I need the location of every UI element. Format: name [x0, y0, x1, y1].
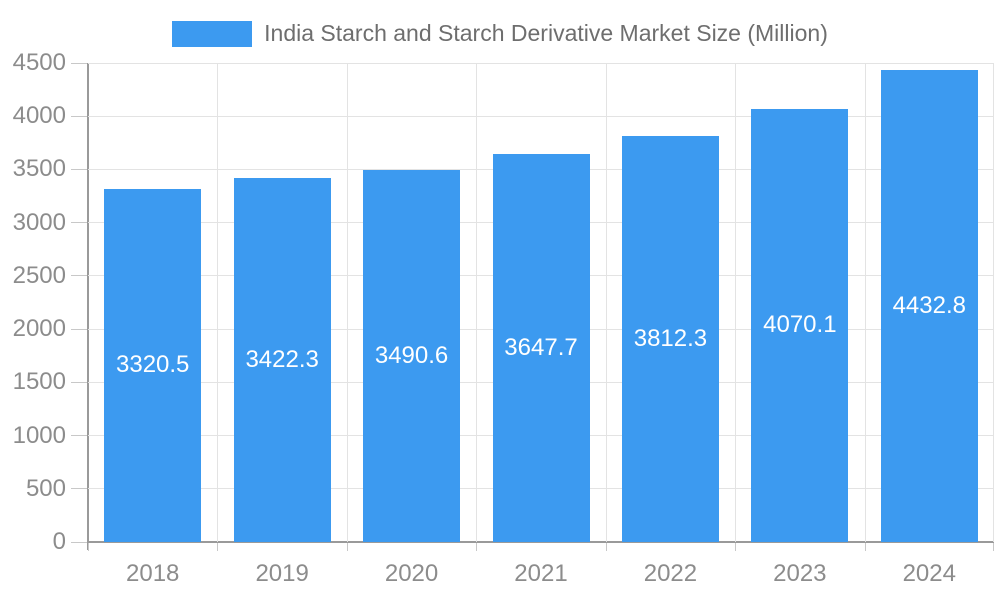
x-axis-tick-label: 2020 — [384, 560, 439, 587]
gridline-v — [346, 63, 348, 542]
bar-value-label: 3490.6 — [374, 342, 449, 370]
bar-value-label: 3422.3 — [245, 345, 319, 373]
x-tick-mark — [864, 543, 866, 551]
y-axis-tick-label: 4500 — [12, 49, 66, 76]
bar: 3490.6 — [363, 170, 461, 542]
x-tick-mark — [88, 543, 89, 551]
bar-value-label: 3647.7 — [504, 333, 578, 361]
gridline-v — [993, 63, 994, 542]
x-tick-mark — [735, 543, 737, 551]
x-axis-tick-label: 2019 — [255, 560, 309, 587]
x-axis-tick-label: 2021 — [514, 560, 568, 587]
x-tick-mark — [346, 543, 348, 551]
y-tick-mark — [71, 222, 87, 224]
bar-value-label: 3320.5 — [116, 351, 190, 379]
y-axis-tick-label: 2000 — [12, 315, 66, 343]
legend-label: India Starch and Starch Derivative Marke… — [264, 20, 828, 46]
gridline-v — [735, 63, 737, 542]
y-tick-mark — [71, 381, 87, 383]
gridline-v — [217, 63, 219, 542]
y-axis-tick-label: 4000 — [12, 102, 66, 130]
y-tick-mark — [71, 435, 87, 437]
y-axis-tick-label: 500 — [25, 474, 66, 502]
y-tick-mark — [71, 541, 87, 543]
y-tick-mark — [71, 488, 87, 490]
y-tick-mark — [71, 168, 87, 170]
x-tick-mark — [217, 543, 219, 551]
gridline-v — [864, 63, 866, 542]
y-axis-tick-label: 3500 — [12, 155, 66, 183]
plot-area: 0 500 1000 1500 2000 2500 3000 3500 4000 4500 2018… — [13, 51, 994, 587]
x-tick-mark — [605, 543, 607, 551]
gridline-v — [605, 63, 607, 542]
x-axis-tick-label: 2024 — [902, 560, 956, 587]
y-tick-mark — [71, 62, 87, 64]
bar: 4070.1 — [751, 108, 849, 542]
gridline-h — [88, 62, 994, 64]
y-tick-mark — [71, 328, 87, 330]
x-tick-mark — [993, 543, 994, 551]
x-axis-line — [87, 541, 994, 543]
bar: 3647.7 — [492, 153, 590, 542]
x-axis-tick-label: 2023 — [773, 560, 827, 587]
x-axis-tick-label: 2018 — [126, 560, 180, 587]
bar-value-label: 4070.1 — [763, 311, 837, 339]
y-axis-tick-label: 3000 — [12, 208, 66, 236]
y-axis-tick-label: 1000 — [12, 421, 66, 449]
bar: 3812.3 — [621, 136, 719, 542]
y-axis-tick-label: 2500 — [12, 261, 66, 289]
legend[interactable]: India Starch and Starch Derivative Marke… — [0, 20, 1000, 47]
gridline-v — [476, 63, 478, 542]
bar-value-label: 3812.3 — [633, 325, 708, 353]
legend-swatch — [172, 20, 253, 47]
y-axis-tick-label: 0 — [52, 528, 66, 555]
y-tick-mark — [71, 275, 87, 277]
bar: 4432.8 — [880, 70, 978, 542]
y-axis-tick-label: 1500 — [12, 368, 66, 396]
y-axis-line — [87, 63, 89, 550]
x-axis-tick-label: 2022 — [643, 560, 698, 587]
bar: 3320.5 — [104, 188, 202, 542]
bar: 3422.3 — [233, 177, 331, 542]
y-tick-mark — [71, 115, 87, 117]
gridline-h — [88, 115, 994, 117]
bar-value-label: 4432.8 — [892, 292, 966, 320]
x-tick-mark — [476, 543, 478, 551]
